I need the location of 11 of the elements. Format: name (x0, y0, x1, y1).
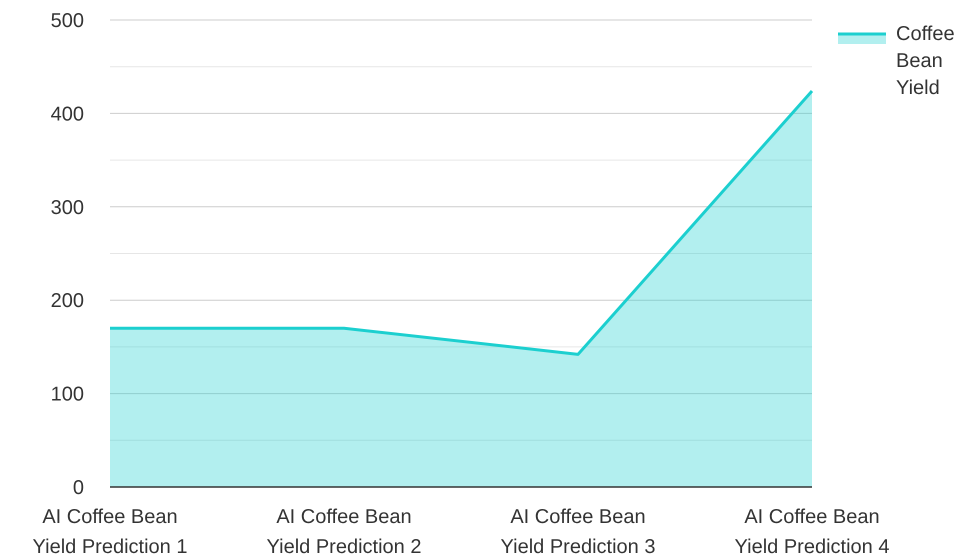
x-tick-label: AI Coffee Bean Yield Prediction 2 (266, 506, 422, 558)
y-tick-label: 0 (72, 477, 84, 499)
y-tick-label: 200 (50, 290, 84, 312)
y-tick-label: 400 (50, 103, 84, 126)
y-tick-label: 300 (50, 196, 84, 219)
x-tick-label: AI Coffee Bean Yield Prediction 1 (32, 506, 188, 558)
legend-label: Coffee Bean Yield (896, 23, 955, 99)
x-tick-label: AI Coffee Bean Yield Prediction 3 (500, 506, 656, 558)
y-tick-label: 100 (50, 384, 84, 406)
y-tick-label: 500 (50, 10, 84, 32)
x-tick-label: AI Coffee Bean Yield Prediction 4 (734, 506, 890, 558)
